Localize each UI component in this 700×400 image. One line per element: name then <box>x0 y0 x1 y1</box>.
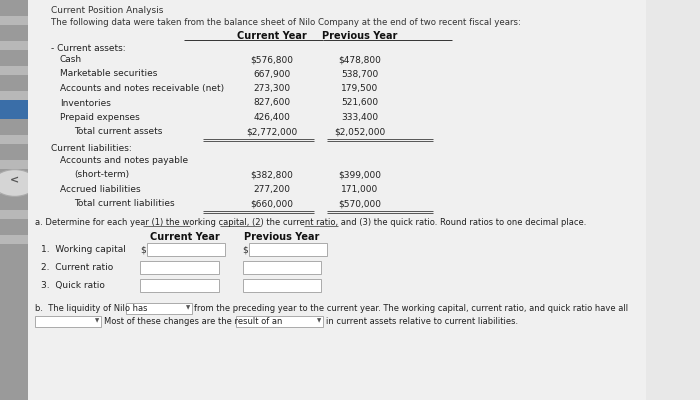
Text: 538,700: 538,700 <box>341 70 378 78</box>
Text: <: < <box>10 175 20 185</box>
Bar <box>35 316 101 327</box>
Bar <box>249 243 328 256</box>
Text: 277,200: 277,200 <box>253 185 290 194</box>
Text: $: $ <box>242 245 248 254</box>
Text: The following data were taken from the balance sheet of Nilo Company at the end : The following data were taken from the b… <box>50 18 521 27</box>
Text: 273,300: 273,300 <box>253 84 290 93</box>
Text: (short-term): (short-term) <box>74 170 129 180</box>
Text: Accounts and notes payable: Accounts and notes payable <box>60 156 188 165</box>
Bar <box>0 169 28 185</box>
Bar <box>0 210 28 219</box>
Bar <box>0 235 28 244</box>
Text: Current Year: Current Year <box>237 31 307 41</box>
Text: Total current assets: Total current assets <box>74 128 162 136</box>
Bar <box>0 144 28 160</box>
Text: Current Year: Current Year <box>150 232 219 242</box>
Bar <box>140 279 218 292</box>
Bar <box>242 279 321 292</box>
Text: ▼: ▼ <box>317 318 321 323</box>
Circle shape <box>0 170 36 196</box>
Bar <box>0 16 28 25</box>
Text: 1.  Working capital: 1. Working capital <box>41 245 127 254</box>
Bar <box>0 0 28 400</box>
Text: $2,052,000: $2,052,000 <box>334 128 385 136</box>
Text: $576,800: $576,800 <box>251 55 293 64</box>
Text: 179,500: 179,500 <box>341 84 378 93</box>
Text: Most of these changes are the result of an: Most of these changes are the result of … <box>104 317 283 326</box>
Text: Inventories: Inventories <box>60 98 111 108</box>
Bar <box>236 316 323 327</box>
Text: Current liabilities:: Current liabilities: <box>50 144 132 153</box>
Text: 827,600: 827,600 <box>253 98 290 108</box>
Text: ▼: ▼ <box>95 318 99 323</box>
Bar <box>0 41 28 50</box>
Text: - Current assets:: - Current assets: <box>50 44 125 53</box>
Text: $570,000: $570,000 <box>338 200 381 208</box>
Text: 333,400: 333,400 <box>341 113 378 122</box>
Text: a. Determine for each year (1) the working capital, (2) the current ratio, and (: a. Determine for each year (1) the worki… <box>35 218 587 227</box>
Text: Accounts and notes receivable (net): Accounts and notes receivable (net) <box>60 84 224 93</box>
Bar <box>0 194 28 210</box>
Text: Previous Year: Previous Year <box>322 31 398 41</box>
Bar <box>0 244 28 400</box>
Text: $382,800: $382,800 <box>251 170 293 180</box>
Text: $: $ <box>140 245 146 254</box>
Bar <box>146 243 225 256</box>
Text: from the preceding year to the current year. The working capital, current ratio,: from the preceding year to the current y… <box>194 304 628 313</box>
Text: 521,600: 521,600 <box>341 98 378 108</box>
Text: 667,900: 667,900 <box>253 70 290 78</box>
Text: Previous Year: Previous Year <box>244 232 319 242</box>
Text: Marketable securities: Marketable securities <box>60 70 158 78</box>
Bar <box>28 0 645 400</box>
Bar <box>0 50 28 66</box>
Text: 3.  Quick ratio: 3. Quick ratio <box>41 281 106 290</box>
Bar <box>0 160 28 169</box>
Bar <box>0 185 28 194</box>
Bar <box>0 25 28 41</box>
Bar <box>0 66 28 75</box>
Bar <box>0 0 28 16</box>
Text: $399,000: $399,000 <box>338 170 381 180</box>
Text: $660,000: $660,000 <box>251 200 293 208</box>
Text: Accrued liabilities: Accrued liabilities <box>60 185 141 194</box>
Bar <box>0 91 28 100</box>
Text: $478,800: $478,800 <box>338 55 381 64</box>
Text: ▼: ▼ <box>186 305 190 310</box>
Text: Prepaid expenses: Prepaid expenses <box>60 113 140 122</box>
Bar <box>0 100 28 119</box>
Bar <box>125 303 192 314</box>
Text: $2,772,000: $2,772,000 <box>246 128 298 136</box>
Bar <box>242 261 321 274</box>
Text: 171,000: 171,000 <box>341 185 378 194</box>
Bar <box>140 261 218 274</box>
Text: Current Position Analysis: Current Position Analysis <box>50 6 163 15</box>
Bar <box>0 119 28 135</box>
Text: Total current liabilities: Total current liabilities <box>74 200 174 208</box>
Text: b.  The liquidity of Nilo has: b. The liquidity of Nilo has <box>35 304 148 313</box>
Bar <box>0 135 28 144</box>
Bar <box>0 75 28 91</box>
Text: Cash: Cash <box>60 55 82 64</box>
Text: 2.  Current ratio: 2. Current ratio <box>41 263 113 272</box>
Text: in current assets relative to current liabilities.: in current assets relative to current li… <box>326 317 518 326</box>
Text: 426,400: 426,400 <box>253 113 290 122</box>
Bar <box>0 219 28 235</box>
